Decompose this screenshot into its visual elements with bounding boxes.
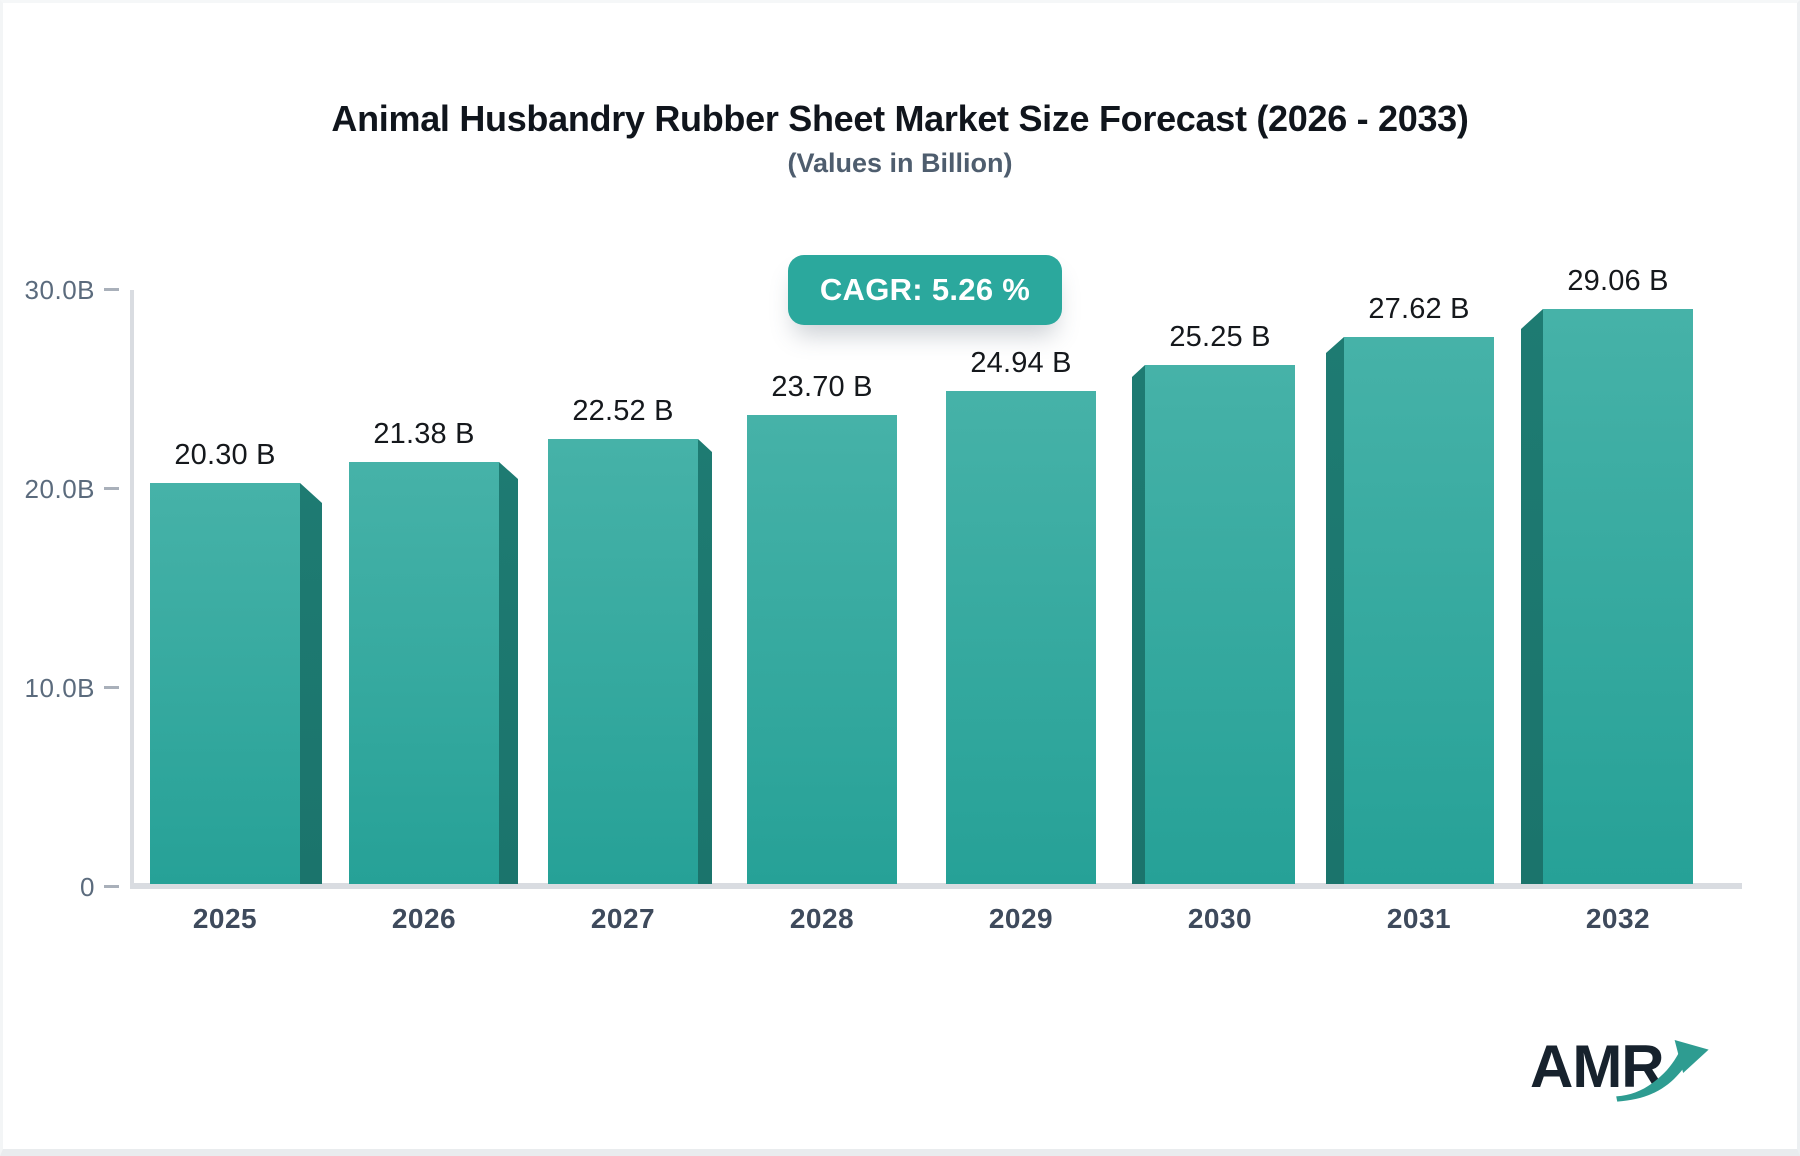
bar-3d-side xyxy=(1521,309,1543,884)
growth-arrow-icon xyxy=(1616,1040,1709,1102)
bar-value-label: 25.25 B xyxy=(1169,321,1271,353)
bar-2031 xyxy=(1344,337,1494,884)
x-axis-label: 2031 xyxy=(1386,903,1452,934)
bar-value-label: 21.38 B xyxy=(373,418,475,450)
amr-logo-text: AMR xyxy=(1530,1033,1665,1100)
y-tick-mark xyxy=(104,288,119,291)
y-tick-mark xyxy=(104,885,119,888)
bar-2026 xyxy=(349,462,499,884)
x-axis-label: 2025 xyxy=(192,903,258,934)
bar-value-label: 24.94 B xyxy=(970,347,1072,379)
y-axis-line xyxy=(130,290,134,887)
x-axis-label: 2028 xyxy=(789,903,855,934)
bar-2032 xyxy=(1543,309,1693,884)
bar-value-label: 27.62 B xyxy=(1368,293,1470,325)
y-tick-label: 10.0B xyxy=(24,673,95,703)
y-tick-label: 20.0B xyxy=(24,474,95,504)
bar-2030 xyxy=(1145,365,1295,884)
x-axis-baseline xyxy=(130,883,1742,889)
bar-2027 xyxy=(548,439,698,884)
y-tick-label: 30.0B xyxy=(24,275,95,305)
bar-2025 xyxy=(150,483,300,884)
bar-value-label: 22.52 B xyxy=(572,395,674,427)
bar-3d-side xyxy=(499,462,518,884)
x-axis-label: 2029 xyxy=(988,903,1054,934)
y-tick-mark xyxy=(104,686,119,689)
cagr-badge: CAGR: 5.26 % xyxy=(788,255,1062,325)
bar-value-label: 20.30 B xyxy=(174,439,276,471)
bar-3d-side xyxy=(1132,365,1145,884)
y-tick-label: 0 xyxy=(80,872,95,902)
bar-3d-side xyxy=(300,483,322,884)
chart-subtitle: (Values in Billion) xyxy=(787,148,1013,178)
y-tick-mark xyxy=(104,487,119,490)
bar-value-label: 29.06 B xyxy=(1567,265,1669,297)
x-axis-label: 2030 xyxy=(1187,903,1253,934)
x-axis-label: 2032 xyxy=(1585,903,1651,934)
x-axis-label: 2026 xyxy=(391,903,457,934)
bar-2028 xyxy=(747,415,897,884)
bar-2029 xyxy=(946,391,1096,884)
bar-3d-side xyxy=(1326,337,1344,884)
bar-3d-side xyxy=(698,439,712,884)
x-axis-label: 2027 xyxy=(590,903,656,934)
amr-logo: AMR xyxy=(1530,1032,1730,1122)
bar-value-label: 23.70 B xyxy=(771,371,873,403)
chart-title: Animal Husbandry Rubber Sheet Market Siz… xyxy=(331,98,1469,139)
cagr-badge-label: CAGR: 5.26 % xyxy=(819,272,1031,307)
